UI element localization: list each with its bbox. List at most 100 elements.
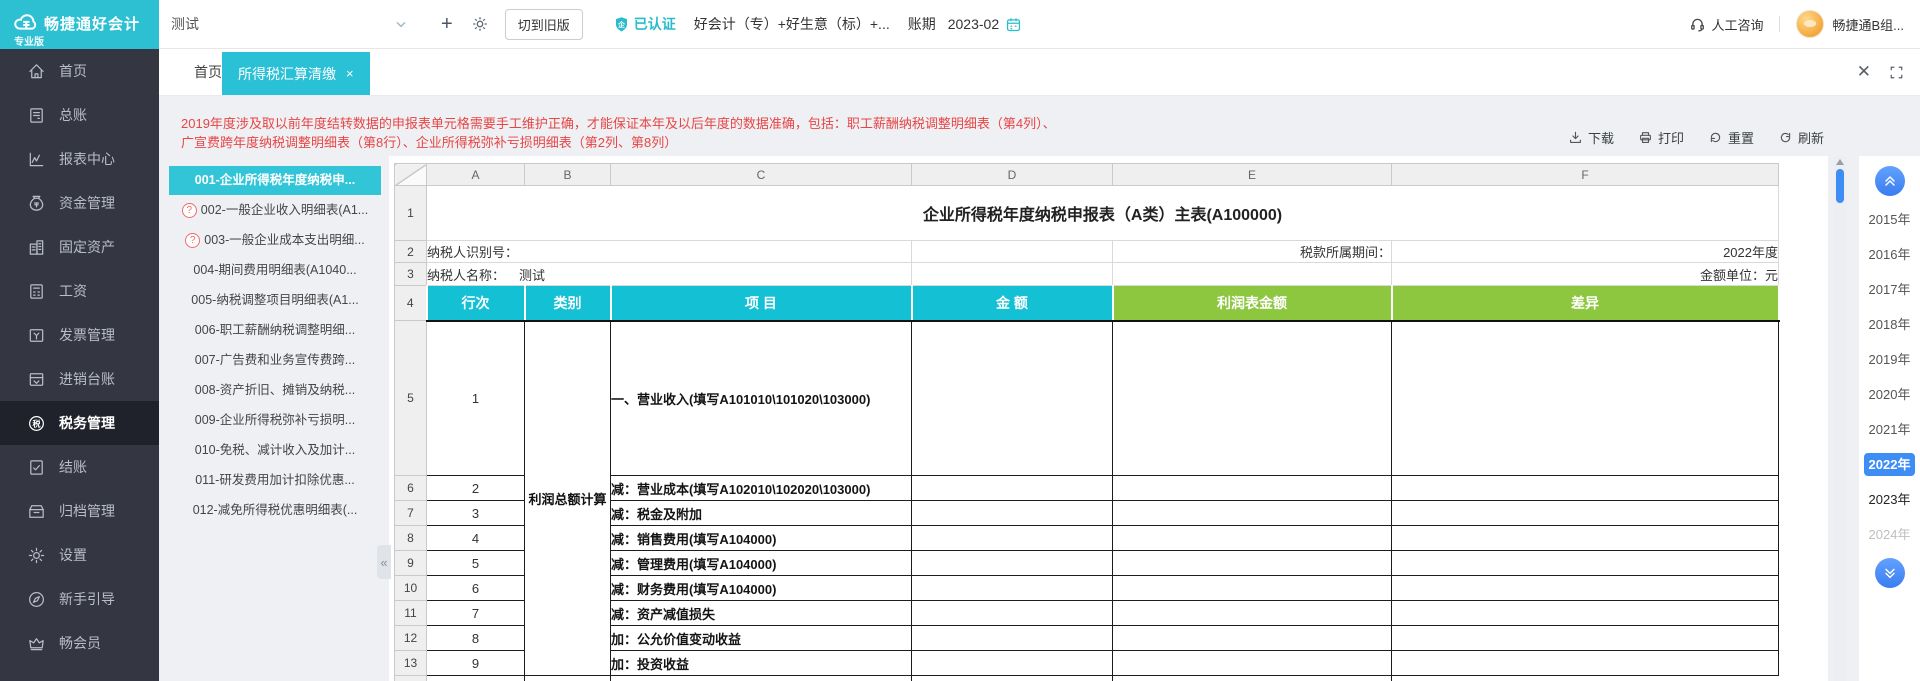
unit-label[interactable]: 金额单位：元: [1391, 262, 1779, 286]
sheet-corner-cell[interactable]: [394, 163, 427, 186]
period-value[interactable]: 2023-02: [947, 16, 1000, 32]
year-2020[interactable]: 2020年: [1859, 377, 1920, 412]
item-cell[interactable]: 减：管理费用(填写A104000): [610, 550, 912, 576]
report-list-item-001[interactable]: 001-企业所得税年度纳税申...: [169, 166, 381, 195]
column-header-D[interactable]: D: [911, 163, 1113, 186]
amount-cell[interactable]: [911, 550, 1113, 576]
amount-cell[interactable]: [911, 500, 1113, 526]
fullscreen-icon[interactable]: [1889, 65, 1904, 80]
line-no-cell[interactable]: 7: [426, 600, 525, 626]
report-list-item-008[interactable]: 008-资产折旧、摊销及纳税...: [169, 376, 381, 405]
row-number[interactable]: 4: [394, 285, 427, 321]
sidebar-item-reports[interactable]: 报表中心: [0, 137, 159, 181]
calendar-icon[interactable]: [1005, 16, 1022, 33]
row-number[interactable]: 3: [394, 262, 427, 286]
sheet-title[interactable]: 企业所得税年度纳税申报表（A类）主表(A100000): [426, 185, 1779, 241]
difference-cell[interactable]: [1391, 475, 1779, 501]
line-no-cell[interactable]: 6: [426, 575, 525, 601]
difference-cell[interactable]: [1391, 600, 1779, 626]
add-icon[interactable]: +: [441, 12, 453, 35]
collapse-panel-icon[interactable]: «: [377, 545, 391, 579]
item-cell[interactable]: 减：财务费用(填写A104000): [610, 575, 912, 601]
item-cell[interactable]: 加：公允价值变动收益: [610, 625, 912, 651]
item-cell[interactable]: 减：营业成本(填写A102010\102020\103000): [610, 475, 912, 501]
line-no-cell[interactable]: 1: [426, 320, 525, 476]
report-list-item-005[interactable]: 005-纳税调整项目明细表(A1...: [169, 286, 381, 315]
amount-cell[interactable]: [911, 650, 1113, 676]
tax-period-label[interactable]: 税款所属期间：: [1112, 240, 1392, 263]
line-no-cell[interactable]: 9: [426, 650, 525, 676]
scroll-up-icon[interactable]: [1836, 159, 1844, 165]
difference-cell[interactable]: [1391, 625, 1779, 651]
difference-cell[interactable]: [1391, 500, 1779, 526]
year-2021[interactable]: 2021年: [1859, 412, 1920, 447]
row-number[interactable]: 7: [394, 500, 427, 526]
help-icon[interactable]: ?: [181, 203, 197, 218]
years-scroll-down-button[interactable]: [1874, 558, 1905, 588]
item-cell[interactable]: 减：税金及附加: [610, 500, 912, 526]
amount-cell[interactable]: [911, 525, 1113, 551]
row-number[interactable]: 2: [394, 240, 427, 263]
difference-cell[interactable]: [1391, 525, 1779, 551]
row-number[interactable]: 9: [394, 550, 427, 576]
profit-amount-cell[interactable]: [1112, 320, 1392, 476]
years-scroll-up-button[interactable]: [1874, 166, 1905, 196]
column-header-A[interactable]: A: [426, 163, 525, 186]
report-list-item-002[interactable]: ? 002-一般企业收入明细表(A1...: [169, 196, 381, 225]
difference-cell[interactable]: [1391, 650, 1779, 676]
line-no-cell[interactable]: 4: [426, 525, 525, 551]
year-2018[interactable]: 2018年: [1859, 307, 1920, 342]
line-no-cell[interactable]: 5: [426, 550, 525, 576]
profit-amount-cell[interactable]: [1112, 525, 1392, 551]
gear-icon[interactable]: [471, 15, 489, 33]
sidebar-item-closing[interactable]: 结账: [0, 445, 159, 489]
sidebar-item-settings[interactable]: 设置: [0, 533, 159, 577]
chevron-down-icon[interactable]: [393, 16, 409, 32]
column-header-F[interactable]: F: [1391, 163, 1779, 186]
cell[interactable]: [911, 262, 1113, 286]
row-number[interactable]: 5: [394, 320, 427, 476]
amount-cell[interactable]: [911, 600, 1113, 626]
sidebar-item-invoice[interactable]: 发票管理: [0, 313, 159, 357]
year-2017[interactable]: 2017年: [1859, 272, 1920, 307]
sidebar-item-ledger[interactable]: 总账: [0, 93, 159, 137]
column-header-B[interactable]: B: [524, 163, 611, 186]
column-header-E[interactable]: E: [1112, 163, 1392, 186]
amount-cell[interactable]: [911, 575, 1113, 601]
report-list-item-007[interactable]: 007-广告费和业务宣传费跨...: [169, 346, 381, 375]
cell[interactable]: [911, 240, 1113, 263]
report-list-item-003[interactable]: ? 003-一般企业成本支出明细...: [169, 226, 381, 255]
difference-cell[interactable]: [1391, 550, 1779, 576]
amount-cell[interactable]: [911, 475, 1113, 501]
category-merged-cell[interactable]: 利润总额计算: [524, 320, 611, 676]
account-selector[interactable]: 测试: [159, 14, 421, 34]
profit-amount-cell[interactable]: [1112, 475, 1392, 501]
year-2019[interactable]: 2019年: [1859, 342, 1920, 377]
row-number[interactable]: 12: [394, 625, 427, 651]
tab-income-tax-settlement[interactable]: 所得税汇算清缴 ×: [222, 52, 370, 95]
difference-cell[interactable]: [1391, 320, 1779, 476]
amount-cell[interactable]: [911, 320, 1113, 476]
year-2023[interactable]: 2023年: [1859, 482, 1920, 517]
report-list-item-004[interactable]: 004-期间费用明细表(A1040...: [169, 256, 381, 285]
report-list-item-006[interactable]: 006-职工薪酬纳税调整明细...: [169, 316, 381, 345]
taxpayer-id-label[interactable]: 纳税人识别号：: [426, 240, 912, 263]
tab-close-icon[interactable]: ×: [346, 66, 354, 81]
certified-badge[interactable]: 企 已认证: [613, 14, 676, 34]
year-2016[interactable]: 2016年: [1859, 237, 1920, 272]
line-no-cell[interactable]: 8: [426, 625, 525, 651]
row-number[interactable]: 13: [394, 650, 427, 676]
plan-label[interactable]: 好会计（专）+好生意（标）+...: [693, 16, 890, 32]
profit-amount-cell[interactable]: [1112, 575, 1392, 601]
download-button[interactable]: 下载: [1568, 128, 1614, 147]
row-number[interactable]: 10: [394, 575, 427, 601]
column-header-C[interactable]: C: [610, 163, 912, 186]
sidebar-item-trade[interactable]: 进销台账: [0, 357, 159, 401]
row-number[interactable]: 6: [394, 475, 427, 501]
line-no-cell[interactable]: 2: [426, 475, 525, 501]
profit-amount-cell[interactable]: [1112, 600, 1392, 626]
cell[interactable]: [1112, 262, 1392, 286]
reset-button[interactable]: 重置: [1708, 128, 1754, 147]
sidebar-item-archive[interactable]: 归档管理: [0, 489, 159, 533]
profit-amount-cell[interactable]: [1112, 500, 1392, 526]
